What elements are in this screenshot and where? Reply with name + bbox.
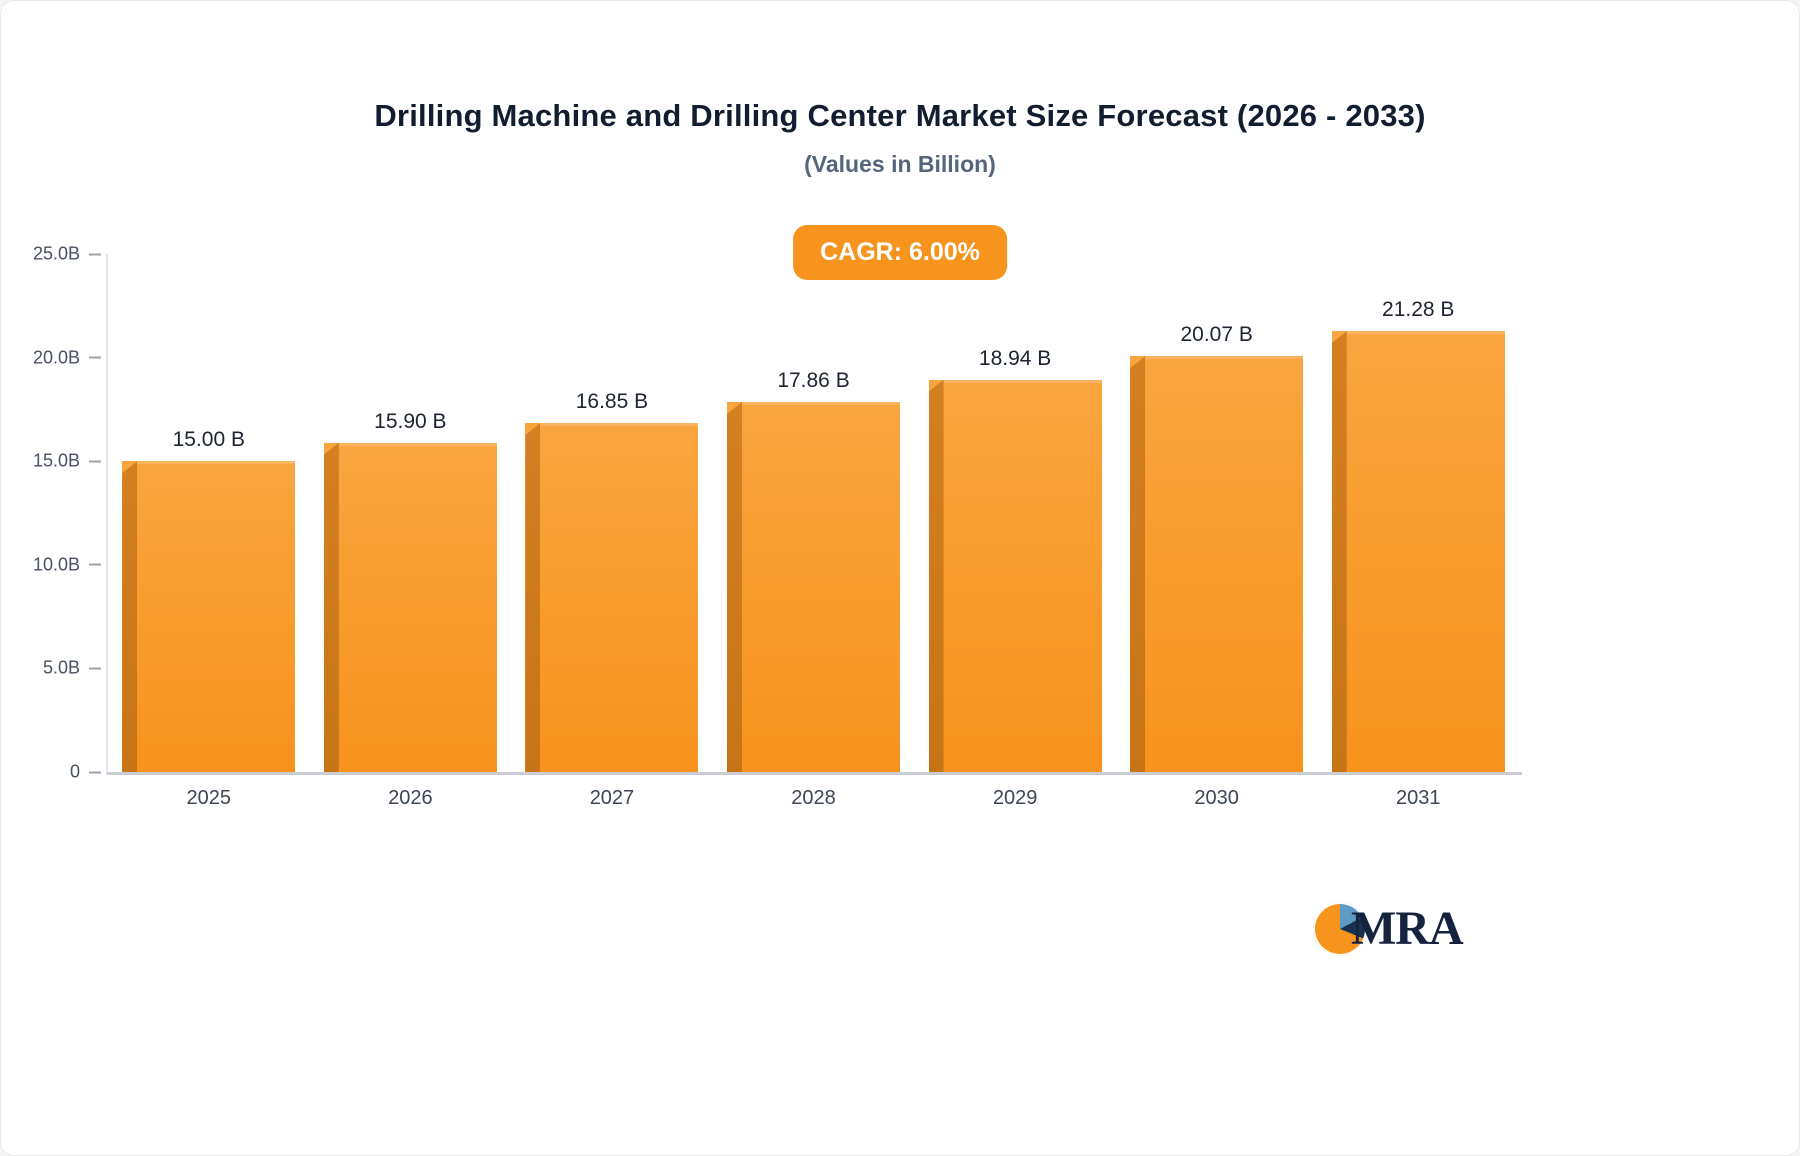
bar-slot-2031: 21.28 B <box>1317 254 1519 772</box>
y-tick-mark <box>89 667 101 670</box>
y-tick-25.0B: 25.0B <box>33 244 101 265</box>
bars: 15.00 B 15.90 B 16.85 B 17.86 B 18.94 B 20.07… <box>108 254 1519 772</box>
y-tick-0: 0 <box>70 762 101 783</box>
bar-value-label-2026: 15.90 B <box>374 409 447 433</box>
y-tick-label: 20.0B <box>32 347 80 368</box>
plot-area <box>106 254 1522 775</box>
bar-slot-2030: 20.07 B <box>1116 254 1318 772</box>
bar-slot-2027: 16.85 B <box>511 254 713 772</box>
mra-logo: MRA <box>1313 901 1464 956</box>
y-tick-label: 15.0B <box>32 450 80 471</box>
chart-title: Drilling Machine and Drilling Center Mar… <box>374 98 1426 133</box>
bar-2030 <box>1130 356 1304 772</box>
x-label-2028: 2028 <box>791 787 836 809</box>
y-tick-15.0B: 15.0B <box>33 451 101 472</box>
y-tick-label: 10.0B <box>32 554 80 575</box>
bar-2026 <box>323 442 497 772</box>
x-label-2026: 2026 <box>388 787 433 809</box>
bar-value-label-2029: 18.94 B <box>978 346 1052 370</box>
y-tick-mark <box>89 563 101 566</box>
bar-2025 <box>122 461 296 772</box>
y-tick-20.0B: 20.0B <box>33 347 101 368</box>
x-axis-labels: 2025 2026 2027 2028 2029 2030 2031 <box>108 787 1519 810</box>
y-tick-10.0B: 10.0B <box>33 554 101 575</box>
y-tick-5.0B: 5.0B <box>43 658 101 679</box>
bar-2028 <box>727 401 901 772</box>
bar-value-label-2030: 20.07 B <box>1180 323 1253 347</box>
y-tick-mark <box>89 771 101 773</box>
x-label-2025: 2025 <box>186 787 232 809</box>
bar-value-label-2028: 17.86 B <box>777 368 850 392</box>
x-label-2027: 2027 <box>589 787 635 809</box>
bar-2029 <box>928 379 1102 772</box>
bar-value-label-2027: 16.85 B <box>575 389 649 413</box>
bar-slot-2025: 15.00 B <box>108 254 310 772</box>
bar-value-label-2031: 21.28 B <box>1382 298 1455 322</box>
y-tick-mark <box>89 460 101 463</box>
y-tick-mark <box>89 253 101 255</box>
y-tick-label: 5.0B <box>42 657 80 678</box>
x-label-2029: 2029 <box>992 787 1038 809</box>
bar-slot-2026: 15.90 B <box>310 254 512 772</box>
bar-value-label-2025: 15.00 B <box>172 428 245 452</box>
y-tick-mark <box>89 356 101 359</box>
bar-slot-2028: 17.86 B <box>713 254 915 772</box>
x-label-2030: 2030 <box>1194 787 1239 809</box>
y-tick-label: 0 <box>69 761 80 782</box>
pie-logo-icon <box>1313 901 1367 956</box>
y-tick-label: 25.0B <box>32 243 80 264</box>
x-label-2031: 2031 <box>1396 787 1441 809</box>
logo-text: MRA <box>1351 902 1464 955</box>
bar-2027 <box>525 422 699 772</box>
bar-slot-2029: 18.94 B <box>914 254 1116 772</box>
chart-subtitle: (Values in Billion) <box>804 151 996 177</box>
cagr-badge: CAGR: 6.00% <box>793 225 1007 280</box>
y-axis: 25.0B 20.0B 15.0B 10.0B 5.0B 0 <box>1 244 101 782</box>
bar-2031 <box>1331 331 1505 772</box>
